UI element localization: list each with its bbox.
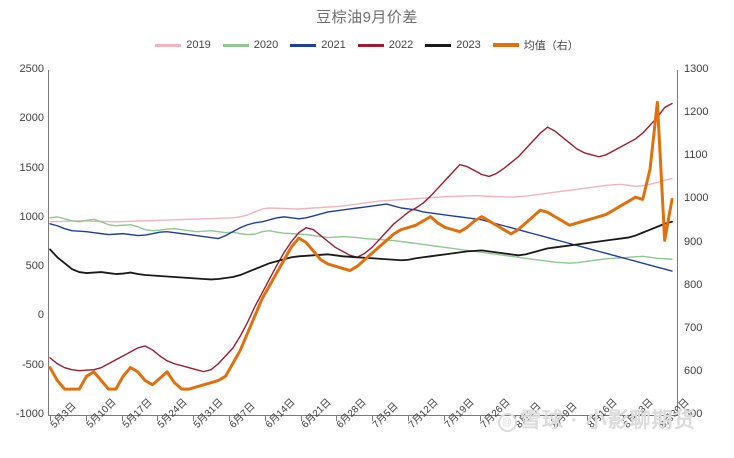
legend-label-0: 2019 xyxy=(186,39,211,51)
legend-swatch-2 xyxy=(290,43,317,47)
x-axis-line xyxy=(48,415,678,416)
y-tick-left-3: 1000 xyxy=(19,210,44,223)
x-tick-mark-6 xyxy=(264,416,266,421)
y-tick-left-4: 500 xyxy=(25,260,44,273)
y-tick-right-7: 600 xyxy=(684,364,703,377)
x-tick-mark-17 xyxy=(658,416,660,421)
x-tick-mark-5 xyxy=(228,416,230,421)
x-tick-mark-7 xyxy=(300,416,302,421)
chart-title: 豆棕油9月价差 xyxy=(316,9,418,26)
y-tick-right-4: 900 xyxy=(684,235,703,248)
legend-swatch-4 xyxy=(425,43,452,47)
y-tick-left-2: 1500 xyxy=(19,161,44,174)
legend-item-均值右[interactable]: 均值（右） xyxy=(492,37,579,53)
y-tick-right-5: 800 xyxy=(684,278,703,291)
x-axis-ticks: 5月3日 5月10日 5月17日 5月24日 5月31日 6月7日 6月14日 6月21日 6月… xyxy=(48,397,691,458)
x-tick-mark-9 xyxy=(372,416,374,421)
y-tick-left-5: 0 xyxy=(37,309,44,322)
legend-item-2020[interactable]: 2020 xyxy=(222,39,279,51)
series-line-2022 xyxy=(49,102,673,373)
x-tick-mark-16 xyxy=(622,416,624,421)
y-tick-left-7: -1000 xyxy=(15,408,44,420)
legend-label-5: 均值（右） xyxy=(523,40,579,52)
y-tick-left-1: 2000 xyxy=(19,112,44,125)
y-tick-right-2: 1100 xyxy=(684,149,708,162)
y-tick-left-6: -500 xyxy=(21,358,44,371)
plot-area xyxy=(48,70,678,415)
legend-item-2023[interactable]: 2023 xyxy=(425,39,481,51)
series-line-2023 xyxy=(49,220,673,281)
series-line-2020 xyxy=(49,216,673,264)
y-axis-left-line xyxy=(48,70,49,416)
legend-label-3: 2022 xyxy=(388,39,414,51)
chart-legend: 2019 2020 2021 2022 2023 均值（右） xyxy=(0,36,734,54)
y-tick-right-0: 1300 xyxy=(684,63,709,75)
x-tick-mark-1 xyxy=(85,416,87,421)
x-tick-mark-15 xyxy=(586,416,588,421)
legend-label-4: 2023 xyxy=(456,39,481,51)
x-tick-mark-8 xyxy=(336,416,338,421)
y-axis-right-line xyxy=(677,70,678,416)
legend-label-2: 2021 xyxy=(321,39,346,51)
x-tick-mark-12 xyxy=(479,416,481,421)
legend-swatch-5 xyxy=(492,43,519,47)
x-tick-mark-0 xyxy=(50,416,51,421)
y-tick-right-6: 700 xyxy=(684,321,703,334)
legend-swatch-1 xyxy=(222,43,249,47)
legend-item-2021[interactable]: 2021 xyxy=(290,39,346,51)
y-tick-left-0: 2500 xyxy=(19,63,44,75)
legend-item-2019[interactable]: 2019 xyxy=(155,39,211,51)
x-tick-mark-10 xyxy=(407,416,409,421)
legend-item-2022[interactable]: 2022 xyxy=(357,39,414,51)
series-canvas xyxy=(48,100,674,391)
x-tick-mark-3 xyxy=(157,416,159,421)
series-line-2021 xyxy=(49,203,673,272)
series-line-均值右 xyxy=(48,100,674,391)
series-line-2019 xyxy=(49,177,673,223)
x-tick-mark-11 xyxy=(443,416,445,421)
legend-swatch-0 xyxy=(155,43,182,47)
y-tick-right-8: 500 xyxy=(684,408,703,420)
x-tick-mark-14 xyxy=(551,416,553,421)
y-tick-right-1: 1200 xyxy=(684,106,709,119)
legend-swatch-3 xyxy=(357,43,384,47)
legend-label-1: 2020 xyxy=(253,39,279,51)
x-tick-mark-2 xyxy=(121,416,123,421)
x-tick-mark-4 xyxy=(193,416,195,421)
y-tick-right-3: 1000 xyxy=(684,192,709,205)
